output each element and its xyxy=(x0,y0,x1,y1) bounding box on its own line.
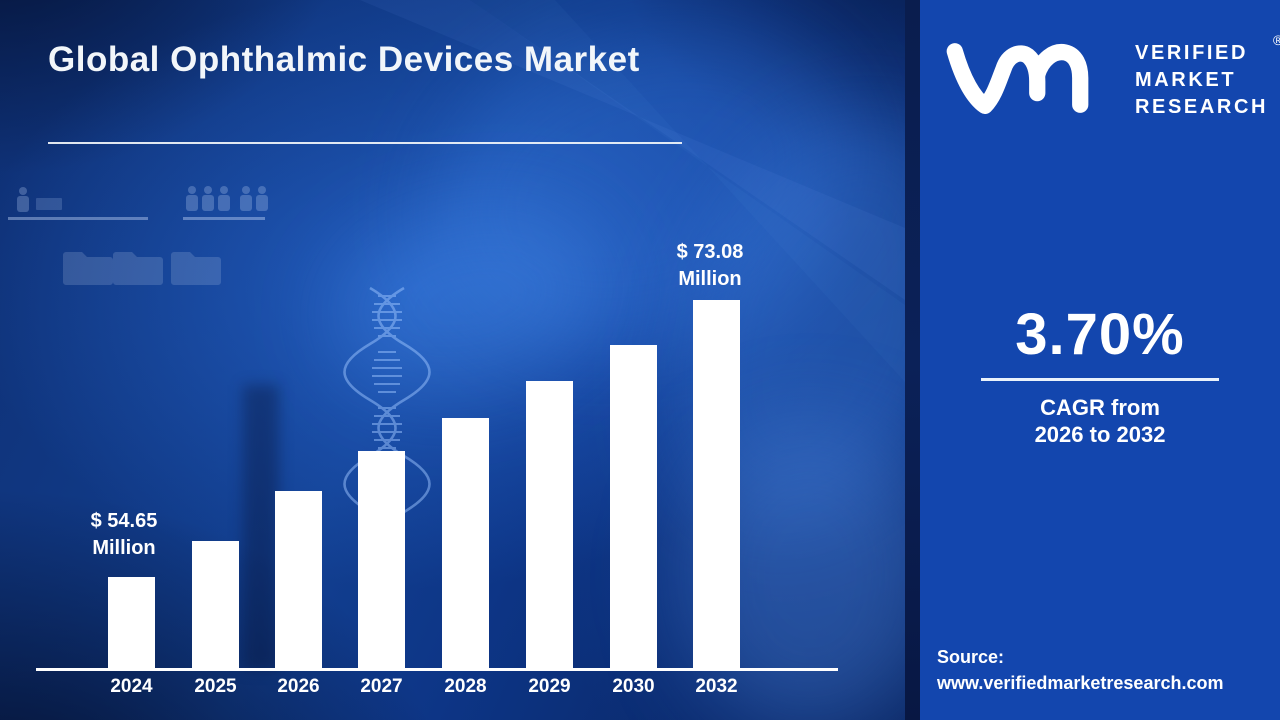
brand-line: RESEARCH xyxy=(1135,96,1269,118)
dna-helix-icon xyxy=(343,286,431,514)
bar-2027 xyxy=(358,451,405,669)
bar-2026 xyxy=(275,491,322,669)
background-folder-icons xyxy=(63,252,221,285)
source-url: www.verifiedmarketresearch.com xyxy=(937,673,1224,693)
bar-2029 xyxy=(526,381,573,669)
cagr-value: 3.70% xyxy=(1015,302,1185,367)
cagr-stat: 3.70% CAGR from 2026 to 2032 xyxy=(920,301,1280,448)
brand-wordmark: VERIFIED MARKET RESEARCH xyxy=(1135,40,1268,121)
side-panel: VERIFIED MARKET RESEARCH ® 3.70% CAGR fr… xyxy=(920,0,1280,720)
title-underline xyxy=(48,142,682,144)
bar-2032 xyxy=(693,300,740,669)
background-decor xyxy=(8,0,905,514)
brand-line: VERIFIED xyxy=(1135,42,1249,64)
vmr-monogram-icon xyxy=(946,43,1089,114)
year-label-2027: 2027 xyxy=(360,676,403,697)
source-label: Source: xyxy=(937,647,1005,667)
cagr-caption-line2: 2026 to 2032 xyxy=(1034,421,1166,447)
year-label-2025: 2025 xyxy=(194,676,237,697)
divider-strip xyxy=(905,0,920,720)
background-people-icons xyxy=(17,186,268,212)
last-bar-value-label: $ 73.08 Million xyxy=(658,239,762,293)
year-label-2029: 2029 xyxy=(528,676,571,697)
page-title: Global Ophthalmic Devices Market xyxy=(48,40,640,79)
first-bar-value-label: $ 54.65 Million xyxy=(74,508,174,562)
year-label-2024: 2024 xyxy=(110,676,153,697)
registered-trademark-icon: ® xyxy=(1273,32,1280,48)
value-line: $ 73.08 xyxy=(676,241,744,263)
year-label-2032: 2032 xyxy=(695,676,738,697)
brand-line: MARKET xyxy=(1135,69,1237,91)
source-block: Source: www.verifiedmarketresearch.com xyxy=(937,644,1223,696)
value-unit: Million xyxy=(678,268,742,290)
value-line: $ 54.65 xyxy=(90,510,158,532)
bar-2024 xyxy=(108,577,155,669)
cagr-caption: CAGR from 2026 to 2032 xyxy=(920,394,1280,448)
bar-2025 xyxy=(192,541,239,669)
year-label-2028: 2028 xyxy=(444,676,487,697)
value-unit: Million xyxy=(92,537,156,559)
background-progress-lines xyxy=(8,217,265,220)
cagr-underline xyxy=(981,378,1219,381)
background-dark-column xyxy=(243,385,279,670)
bar-2028 xyxy=(442,418,489,669)
bar-2030 xyxy=(610,345,657,669)
cagr-caption-line1: CAGR from xyxy=(1040,394,1160,420)
x-axis-line xyxy=(36,668,838,671)
chart-section: Global Ophthalmic Devices Market 2024 202… xyxy=(0,0,905,720)
year-label-2030: 2030 xyxy=(612,676,655,697)
year-label-2026: 2026 xyxy=(277,676,320,697)
